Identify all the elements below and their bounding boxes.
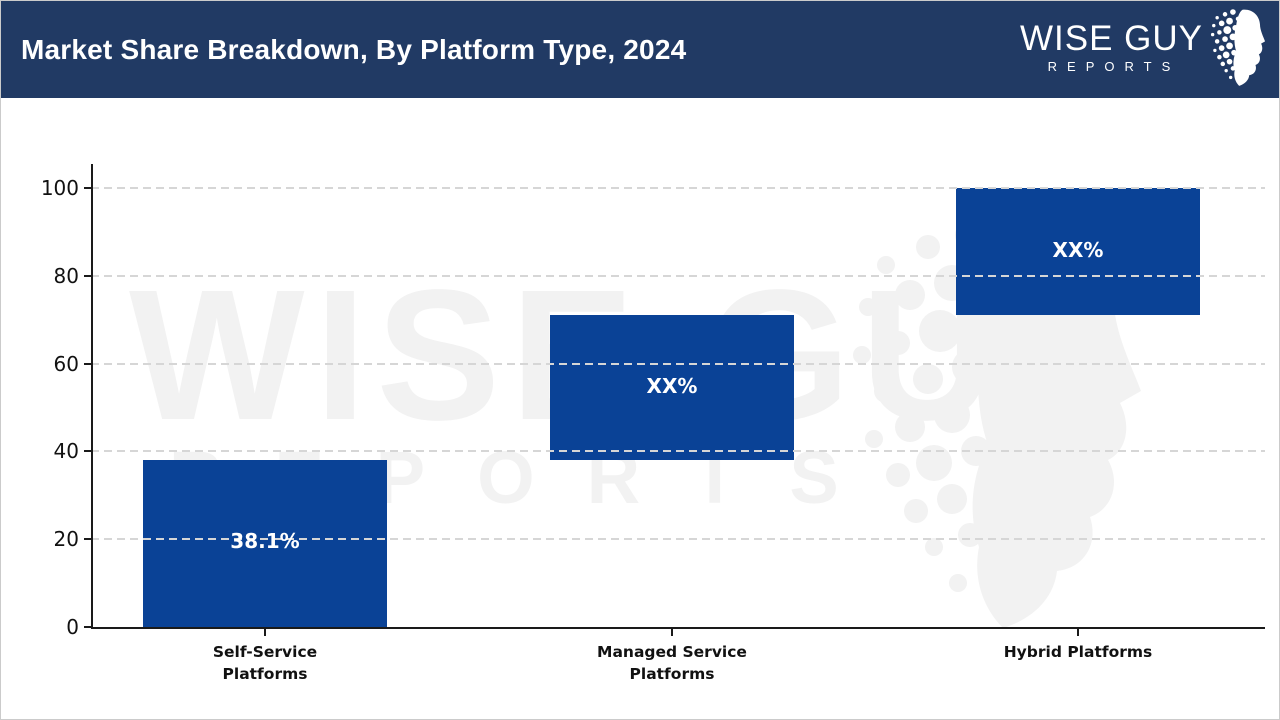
bar-self-service-platforms — [143, 459, 387, 627]
y-tick-mark — [84, 187, 91, 189]
y-tick-mark — [84, 450, 91, 453]
x-category-label-line: Hybrid Platforms — [1003, 643, 1153, 661]
x-category-label-self-service-platforms: Self-Service Platforms — [115, 641, 415, 686]
page-title: Market Share Breakdown, By Platform Type… — [21, 33, 687, 65]
gridline-60 — [91, 362, 1265, 365]
wiseguy-logo: WISE GUY REPORTS — [1020, 7, 1269, 87]
y-tick-mark — [84, 626, 91, 628]
gridline-20 — [91, 538, 1265, 541]
gridline-80 — [91, 274, 1265, 277]
y-tick-label: 40 — [53, 439, 79, 464]
bar-value-label: 38.1% — [230, 529, 300, 554]
y-tick-label: 80 — [53, 263, 79, 288]
bar-value-label: XX% — [1052, 237, 1104, 262]
bar-value-label: XX% — [646, 373, 698, 398]
logo-text: WISE GUY REPORTS — [1020, 21, 1203, 74]
x-category-label-hybrid-platforms: Hybrid Platforms — [928, 641, 1228, 663]
x-category-label-line: Platforms — [629, 665, 715, 684]
gridline-40 — [91, 450, 1265, 453]
logo-wordmark: WISE GUY — [1019, 18, 1203, 58]
x-tick-mark — [264, 629, 266, 636]
x-tick-mark — [1077, 629, 1079, 636]
bar-managed-service-platforms — [550, 315, 794, 460]
x-category-label-managed-service-platforms: Managed Service Platforms — [522, 641, 822, 686]
y-tick-label: 60 — [53, 351, 79, 376]
wiseguy-face-icon — [1210, 9, 1266, 86]
x-category-label-line: Managed Service — [597, 643, 747, 661]
y-tick-mark — [84, 362, 91, 365]
logo-subtitle: REPORTS — [1047, 58, 1181, 74]
gridline-100 — [91, 187, 1265, 189]
y-tick-mark — [84, 274, 91, 277]
y-axis-line — [91, 164, 93, 629]
y-tick-label: 100 — [40, 176, 79, 200]
y-tick-label: 20 — [53, 527, 79, 552]
x-category-label-line: Platforms — [222, 665, 308, 684]
y-tick-label: 0 — [66, 615, 79, 639]
x-axis-line — [91, 627, 1265, 629]
y-tick-mark — [84, 538, 91, 541]
x-tick-mark — [671, 629, 673, 636]
header-bar: Market Share Breakdown, By Platform Type… — [1, 1, 1279, 98]
x-category-label-line: Self-Service — [212, 643, 318, 661]
